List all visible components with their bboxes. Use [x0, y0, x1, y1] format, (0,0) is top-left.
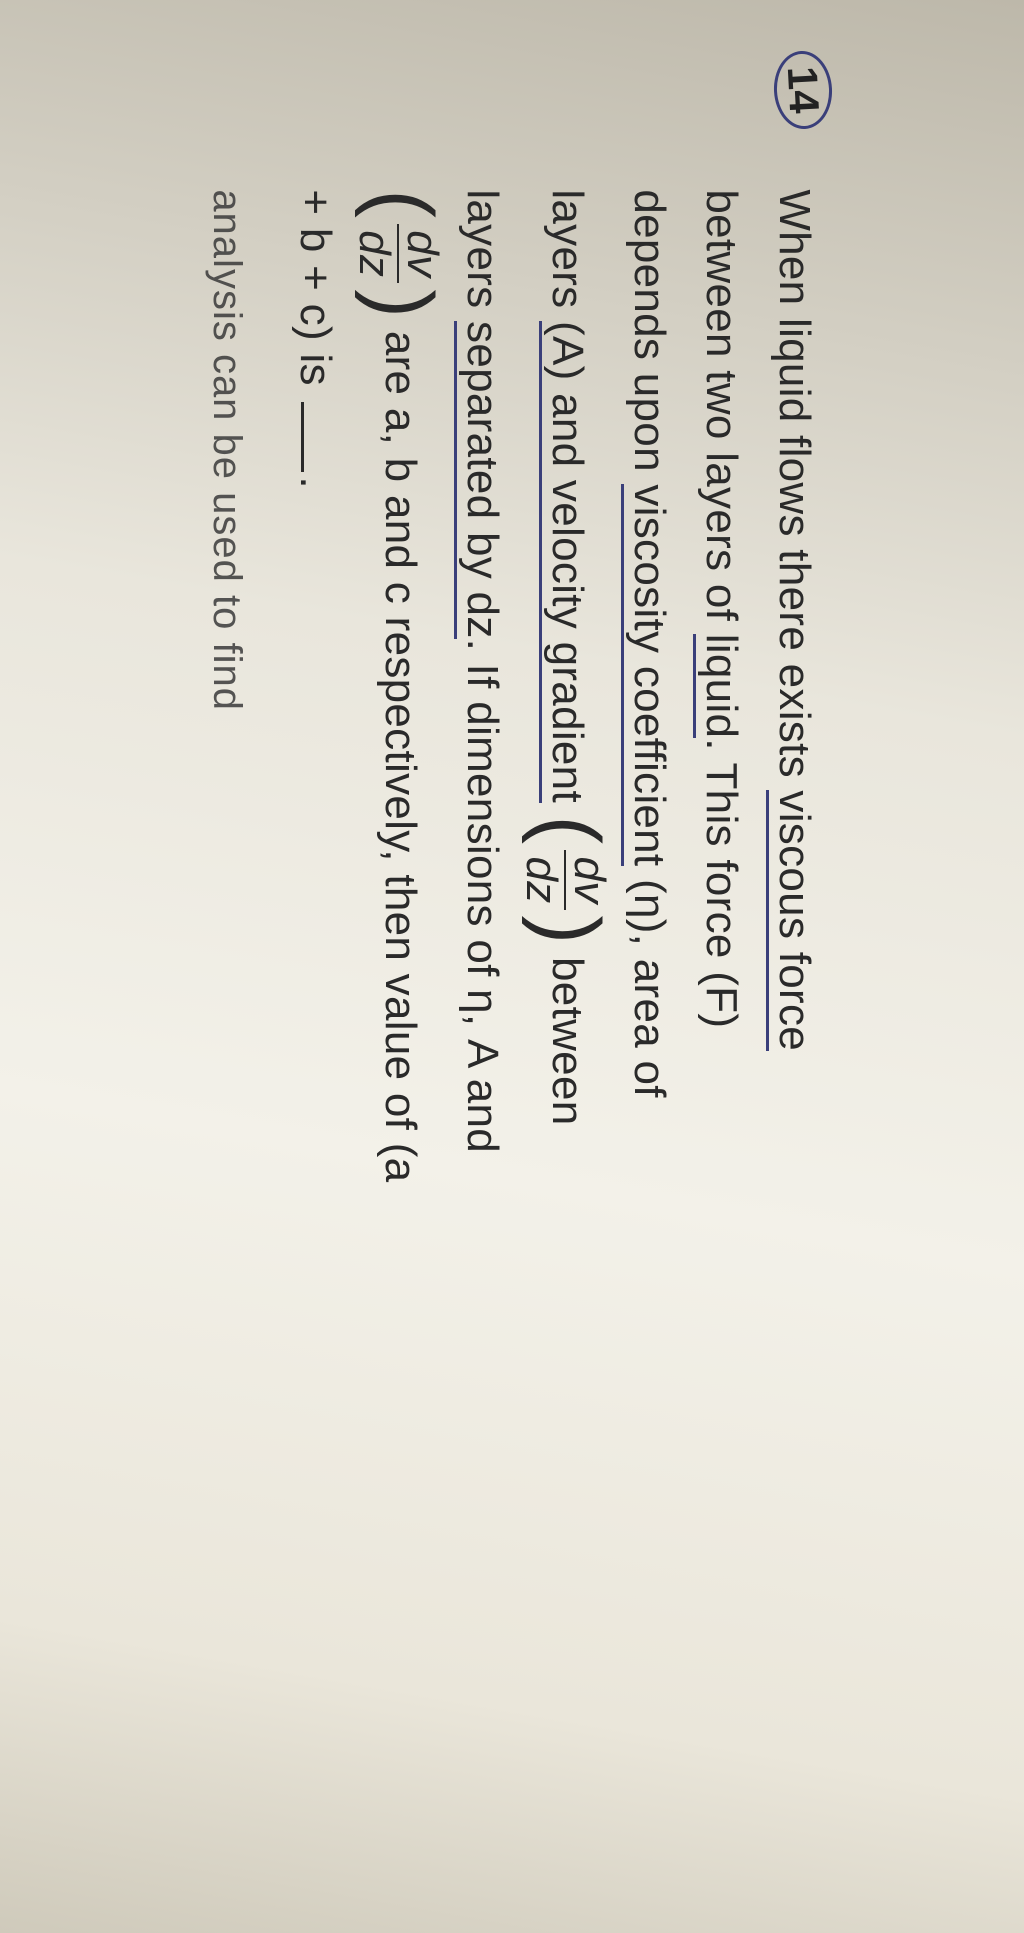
fraction-icon-2: dv dz: [351, 224, 445, 283]
fraction-num: dv: [564, 850, 612, 909]
question-sheet: 14 When liquid flows there exists viscou…: [154, 77, 870, 1855]
fraction-dv-dz-inline: dv dz: [518, 816, 612, 945]
underline-area-gradient: (A) and velocity gradient: [539, 321, 592, 803]
cutoff-footer: analysis can be used to find: [194, 117, 260, 1795]
text-l2a: between two layers of: [697, 189, 746, 633]
fraction-icon: dv dz: [518, 850, 612, 909]
text-l4c: between: [543, 957, 592, 1125]
text-l1a: When liquid flows there exists: [770, 189, 819, 790]
underline-viscous-force: viscous force: [766, 790, 819, 1051]
answer-blank: [301, 402, 304, 472]
fraction-den: dz: [518, 850, 564, 909]
text-l2c: . This force (F): [697, 738, 746, 1028]
fraction-den-2: dz: [351, 224, 397, 283]
text-l3c: (η), area of: [625, 866, 674, 1097]
underline-liquid: liquid: [693, 634, 746, 739]
text-l6a: are a, b and c respectively, then value …: [376, 331, 425, 1183]
text-l5a: layers: [458, 189, 507, 321]
fraction-dv-dz-leading: dv dz: [351, 189, 445, 318]
question-body: When liquid flows there exists viscous f…: [278, 117, 830, 1795]
text-l5c: . If dimensions of η, A and: [458, 639, 507, 1153]
text-l7b: .: [291, 476, 340, 489]
text-l7a: + b + c) is: [291, 189, 340, 398]
text-l4a: layers: [543, 189, 592, 321]
rotated-page: 14 When liquid flows there exists viscou…: [0, 0, 1024, 1933]
question-number: 14: [767, 65, 839, 116]
fraction-num-2: dv: [397, 224, 445, 283]
text-l3a: depends upon: [625, 189, 674, 484]
underline-viscosity: viscosity coefficient: [621, 484, 674, 866]
underline-separated: separated by dz: [454, 321, 507, 639]
